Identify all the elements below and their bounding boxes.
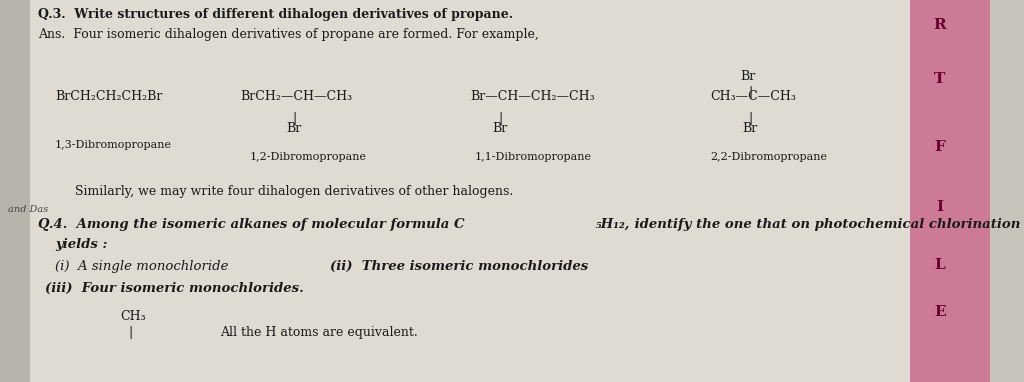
Text: |: | [748, 112, 753, 125]
Text: 1,2-Dibromopropane: 1,2-Dibromopropane [250, 152, 367, 162]
Text: Br: Br [286, 122, 301, 135]
Text: BrCH₂CH₂CH₂Br: BrCH₂CH₂CH₂Br [55, 90, 163, 103]
Bar [910, 0, 990, 382]
Text: |: | [748, 86, 753, 99]
Text: and Das: and Das [8, 206, 48, 215]
Text: |: | [498, 112, 502, 125]
Text: T: T [934, 72, 945, 86]
Text: All the H atoms are equivalent.: All the H atoms are equivalent. [220, 326, 418, 339]
Text: BrCH₂—CH—CH₃: BrCH₂—CH—CH₃ [240, 90, 352, 103]
Text: Q.3.  Write structures of different dihalogen derivatives of propane.: Q.3. Write structures of different dihal… [38, 8, 513, 21]
Text: Ans.  Four isomeric dihalogen derivatives of propane are formed. For example,: Ans. Four isomeric dihalogen derivatives… [38, 28, 539, 41]
Text: R: R [934, 18, 946, 32]
Text: Br: Br [740, 70, 756, 83]
Text: Similarly, we may write four dihalogen derivatives of other halogens.: Similarly, we may write four dihalogen d… [75, 185, 513, 198]
Text: ₅H₁₂,: ₅H₁₂, [596, 218, 631, 231]
Bar [30, 0, 910, 382]
Text: L: L [935, 258, 945, 272]
Bar [30, 0, 910, 382]
Text: |: | [292, 112, 296, 125]
Text: (iii)  Four isomeric monochlorides.: (iii) Four isomeric monochlorides. [45, 282, 304, 295]
Text: Q.4.  Among the isomeric alkanes of molecular formula C: Q.4. Among the isomeric alkanes of molec… [38, 218, 465, 231]
Text: E: E [934, 305, 946, 319]
Text: |: | [128, 326, 132, 339]
Bar [0, 0, 30, 382]
Text: (ii)  Three isomeric monochlorides: (ii) Three isomeric monochlorides [330, 260, 588, 273]
Text: I: I [936, 200, 943, 214]
Text: 1,3-Dibromopropane: 1,3-Dibromopropane [55, 140, 172, 150]
Text: (i)  A single monochloride: (i) A single monochloride [55, 260, 228, 273]
Text: CH₃—C—CH₃: CH₃—C—CH₃ [710, 90, 796, 103]
Text: Br—CH—CH₂—CH₃: Br—CH—CH₂—CH₃ [470, 90, 595, 103]
Text: Br: Br [492, 122, 507, 135]
Text: yields :: yields : [55, 238, 108, 251]
Text: CH₃: CH₃ [120, 310, 145, 323]
Text: 2,2-Dibromopropane: 2,2-Dibromopropane [710, 152, 827, 162]
Text: F: F [935, 140, 945, 154]
Text: 1,1-Dibromopropane: 1,1-Dibromopropane [475, 152, 592, 162]
Text: identify the one that on photochemical chlorination: identify the one that on photochemical c… [630, 218, 1020, 231]
Text: Br: Br [742, 122, 758, 135]
